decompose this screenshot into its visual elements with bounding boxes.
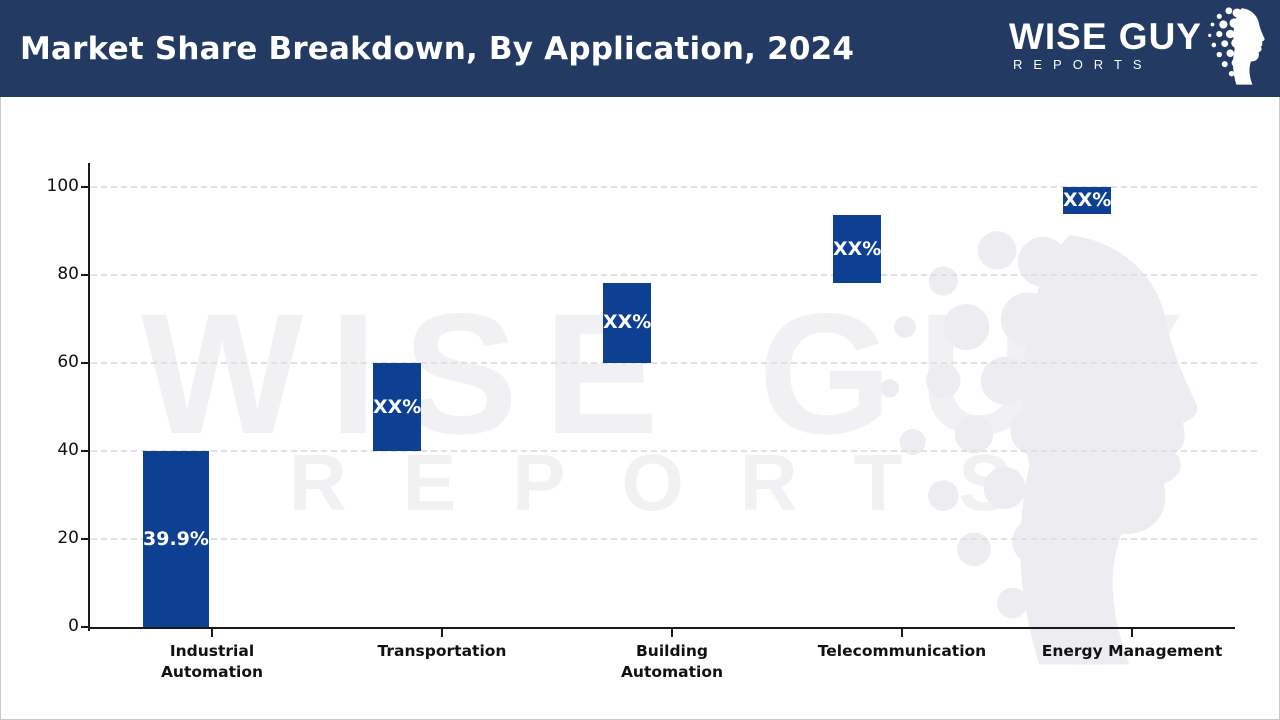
y-tick-label: 60	[57, 352, 79, 372]
x-tick-mark	[901, 629, 903, 637]
y-gridline	[91, 362, 1257, 364]
y-tick-mark	[81, 538, 89, 540]
x-category-label: Transportation	[327, 641, 557, 662]
x-tick-mark	[1131, 629, 1133, 637]
y-tick-mark	[81, 274, 89, 276]
x-tick-mark	[441, 629, 443, 637]
y-gridline	[91, 274, 1257, 276]
y-tick-mark	[81, 450, 89, 452]
x-tick-mark	[671, 629, 673, 637]
y-tick-mark	[81, 362, 89, 364]
x-category-label: Building Automation	[557, 641, 787, 683]
x-category-label: Industrial Automation	[97, 641, 327, 683]
y-tick-label: 100	[46, 176, 79, 196]
bar-2: XX%	[373, 363, 422, 451]
x-category-label: Telecommunication	[787, 641, 1017, 662]
y-axis-line	[88, 163, 90, 631]
logo-wordmark: WISE GUY REPORTS	[1008, 15, 1202, 73]
y-tick-label: 20	[57, 528, 79, 548]
bar-value-label: XX%	[1063, 188, 1112, 211]
bar-3: XX%	[603, 282, 652, 363]
bar-value-label: 39.9%	[143, 527, 209, 550]
logo-subtext: REPORTS	[1012, 57, 1153, 73]
report-header: Market Share Breakdown, By Application, …	[0, 0, 1280, 97]
y-tick-mark	[81, 186, 89, 188]
bar-value-label: XX%	[373, 395, 422, 418]
x-category-line: Building	[635, 642, 708, 660]
y-tick-label: 40	[57, 440, 79, 460]
bar-value-label: XX%	[603, 311, 652, 334]
y-tick-label: 0	[68, 616, 79, 636]
x-tick-mark	[211, 629, 213, 637]
chart-canvas: WISE GUY REPORTS 0 20 40 60 80 100 39.9% Indust…	[0, 97, 1280, 720]
x-category-label: Energy Management	[1017, 641, 1247, 662]
logo-name-text: WISE GUY	[1008, 15, 1202, 57]
y-tick-mark	[81, 626, 89, 628]
bar-4: XX%	[833, 215, 882, 283]
x-category-line: Automation	[620, 663, 724, 681]
y-gridline	[91, 186, 1257, 188]
x-category-line: Automation	[160, 663, 264, 681]
x-category-line: Energy Management	[1041, 642, 1223, 660]
x-category-line: Industrial	[169, 642, 255, 660]
page-title: Market Share Breakdown, By Application, …	[20, 30, 855, 67]
y-tick-label: 80	[57, 264, 79, 284]
waterfall-chart: 0 20 40 60 80 100 39.9% Industrial Automation XX%…	[1, 97, 1279, 719]
bar-1: 39.9%	[143, 451, 209, 627]
y-gridline	[91, 538, 1257, 540]
wiseguy-logo: WISE GUY REPORTS	[1009, 4, 1266, 86]
bar-5: XX%	[1063, 187, 1112, 214]
bar-value-label: XX%	[833, 237, 882, 260]
x-axis-line	[88, 627, 1235, 629]
y-gridline	[91, 450, 1257, 452]
x-category-line: Telecommunication	[817, 642, 987, 660]
logo-head-icon	[1208, 7, 1265, 85]
x-category-line: Transportation	[377, 642, 507, 660]
